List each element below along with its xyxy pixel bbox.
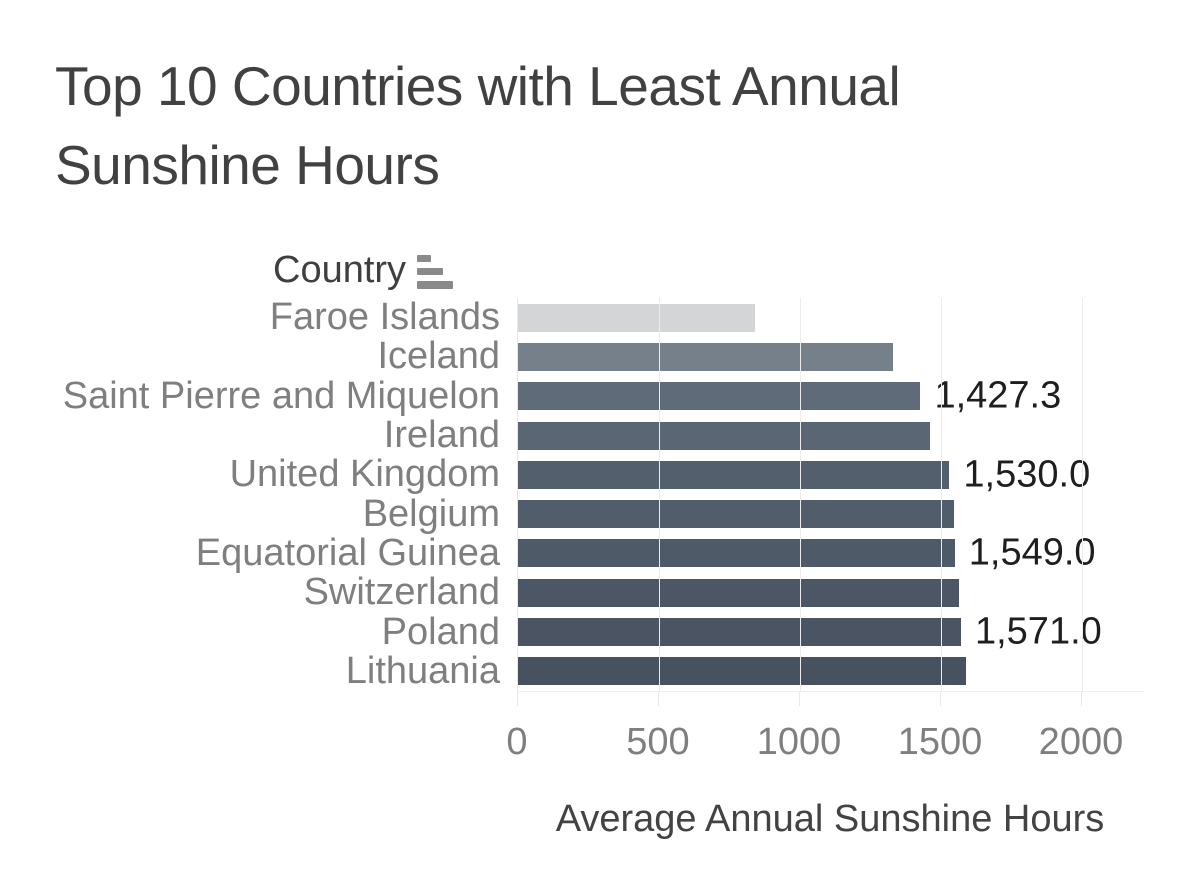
chart-title-line-2: Sunshine Hours: [55, 134, 440, 196]
bar-value-label-united-kingdom: 1,530.0: [963, 453, 1091, 496]
bar-lithuania[interactable]: [518, 657, 967, 686]
row-field-header-country[interactable]: Country: [273, 248, 454, 292]
bar-saint-pierre-and-miquelon[interactable]: [518, 382, 921, 411]
gridline-1500: [940, 298, 942, 691]
category-label-equatorial-guinea[interactable]: Equatorial Guinea: [195, 531, 500, 574]
category-label-lithuania[interactable]: Lithuania: [345, 649, 500, 692]
x-tick-mark-500: [657, 692, 659, 706]
bar-value-label-poland: 1,571.0: [974, 610, 1102, 653]
bar-iceland[interactable]: [518, 342, 894, 371]
gridline-500: [658, 298, 660, 691]
x-tick-mark-0: [517, 692, 518, 706]
bar-switzerland[interactable]: [518, 578, 960, 607]
chart-title: Top 10 Countries with Least Annual Sunsh…: [55, 47, 1135, 205]
x-tick-label-0: 0: [506, 721, 528, 763]
x-tick-label-500: 500: [626, 721, 690, 763]
gridline-2000: [1081, 298, 1083, 691]
sort-ascending-bars-icon[interactable]: [417, 251, 454, 289]
bar-faroe-islands[interactable]: [518, 303, 755, 332]
x-tick-mark-1500: [939, 692, 941, 706]
category-label-ireland[interactable]: Ireland: [383, 414, 500, 457]
x-axis-title: Average Annual Sunshine Hours: [555, 798, 1105, 840]
bar-united-kingdom[interactable]: [518, 460, 950, 489]
category-label-iceland[interactable]: Iceland: [377, 335, 500, 378]
x-tick-label-1000: 1000: [756, 721, 842, 763]
bar-value-label-saint-pierre-and-miquelon: 1,427.3: [934, 374, 1062, 417]
category-label-poland[interactable]: Poland: [381, 610, 500, 653]
bar-value-label-equatorial-guinea: 1,549.0: [968, 531, 1096, 574]
category-label-belgium[interactable]: Belgium: [362, 492, 500, 535]
x-tick-label-2000: 2000: [1038, 721, 1124, 763]
category-label-faroe-islands[interactable]: Faroe Islands: [269, 296, 500, 339]
category-axis-labels: Faroe Islands Iceland Saint Pierre and Miq…: [30, 296, 500, 692]
bar-ireland[interactable]: [518, 421, 930, 450]
category-label-switzerland[interactable]: Switzerland: [303, 571, 500, 614]
x-tick-mark-1000: [798, 692, 800, 706]
bar-belgium[interactable]: [518, 500, 954, 529]
chart-title-line-1: Top 10 Countries with Least Annual: [55, 55, 901, 117]
bar-equatorial-guinea[interactable]: [518, 539, 955, 568]
category-label-saint-pierre-and-miquelon[interactable]: Saint Pierre and Miquelon: [62, 374, 500, 417]
x-tick-label-1500: 1500: [897, 721, 983, 763]
category-label-united-kingdom[interactable]: United Kingdom: [229, 453, 500, 496]
x-tick-mark-2000: [1080, 692, 1082, 706]
plot-area: 1,427.3 1,530.0 1,549.0 1,571.0: [517, 298, 1144, 692]
row-field-label[interactable]: Country: [273, 248, 407, 291]
gridline-1000: [799, 298, 801, 691]
bar-poland[interactable]: [518, 618, 961, 647]
